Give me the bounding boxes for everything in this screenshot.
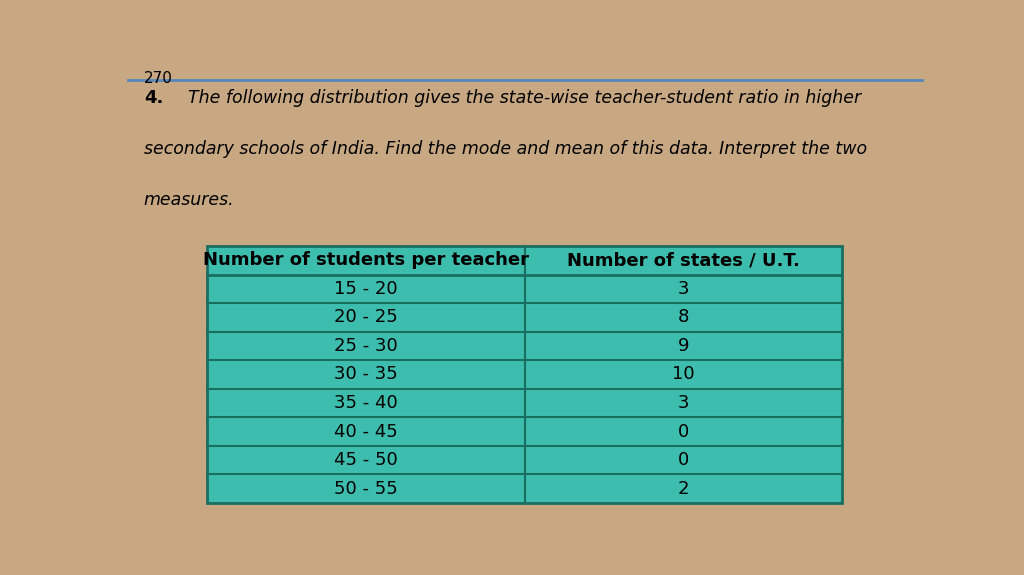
Text: Number of states / U.T.: Number of states / U.T. bbox=[567, 251, 800, 269]
Text: 0: 0 bbox=[678, 423, 689, 440]
Text: 45 - 50: 45 - 50 bbox=[334, 451, 398, 469]
Text: secondary schools of India. Find the mode and mean of this data. Interpret the t: secondary schools of India. Find the mod… bbox=[143, 140, 867, 158]
Text: 3: 3 bbox=[678, 394, 689, 412]
Text: 15 - 20: 15 - 20 bbox=[334, 280, 398, 298]
Text: 270: 270 bbox=[143, 71, 173, 86]
Text: 4.: 4. bbox=[143, 89, 163, 107]
FancyBboxPatch shape bbox=[207, 246, 842, 503]
Text: 3: 3 bbox=[678, 280, 689, 298]
Text: 2: 2 bbox=[678, 480, 689, 497]
Text: 0: 0 bbox=[678, 451, 689, 469]
Text: Number of students per teacher: Number of students per teacher bbox=[203, 251, 529, 269]
Text: The following distribution gives the state-wise teacher-student ratio in higher: The following distribution gives the sta… bbox=[187, 89, 860, 107]
Text: 9: 9 bbox=[678, 337, 689, 355]
Text: 8: 8 bbox=[678, 308, 689, 327]
Text: 10: 10 bbox=[672, 366, 695, 384]
Text: 20 - 25: 20 - 25 bbox=[334, 308, 398, 327]
Text: 30 - 35: 30 - 35 bbox=[334, 366, 398, 384]
Text: 25 - 30: 25 - 30 bbox=[334, 337, 398, 355]
Text: measures.: measures. bbox=[143, 191, 234, 209]
Text: 50 - 55: 50 - 55 bbox=[334, 480, 398, 497]
Text: 35 - 40: 35 - 40 bbox=[334, 394, 398, 412]
Text: 40 - 45: 40 - 45 bbox=[334, 423, 398, 440]
